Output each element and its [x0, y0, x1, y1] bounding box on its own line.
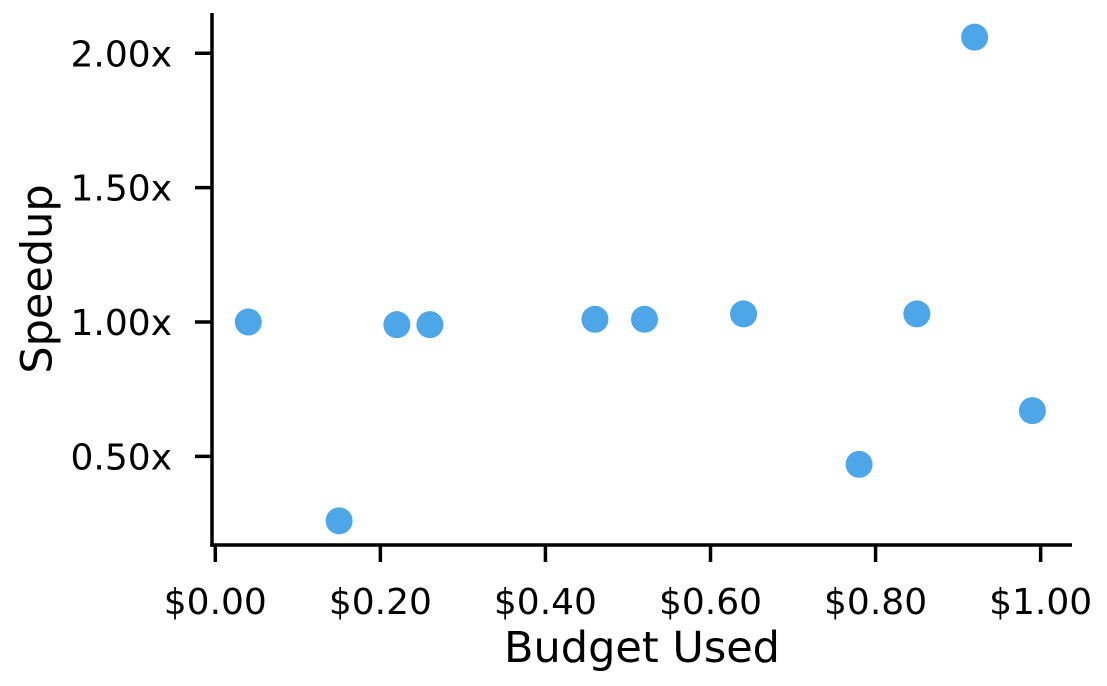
x-tick-label: $0.40 [494, 582, 597, 623]
data-point [581, 305, 609, 333]
x-tick-label: $0.80 [824, 582, 927, 623]
x-tick-label: $0.00 [164, 582, 267, 623]
data-point [416, 311, 444, 339]
data-point [845, 450, 873, 478]
x-tick-label: $1.00 [989, 582, 1092, 623]
data-point [630, 305, 658, 333]
y-axis-label: Speedup [12, 184, 63, 374]
y-tick-label: 1.00x [71, 303, 172, 344]
y-tick-label: 2.00x [71, 34, 172, 75]
y-tick-label: 1.50x [71, 169, 172, 210]
x-tick-label: $0.20 [329, 582, 432, 623]
data-point [234, 308, 262, 336]
data-point [961, 23, 989, 51]
data-point [730, 300, 758, 328]
data-point [383, 311, 411, 339]
data-point [325, 507, 353, 535]
data-point [903, 300, 931, 328]
y-tick-label: 0.50x [71, 437, 172, 478]
x-tick-label: $0.60 [659, 582, 762, 623]
data-point [1018, 397, 1046, 425]
x-axis-label: Budget Used [504, 623, 780, 673]
